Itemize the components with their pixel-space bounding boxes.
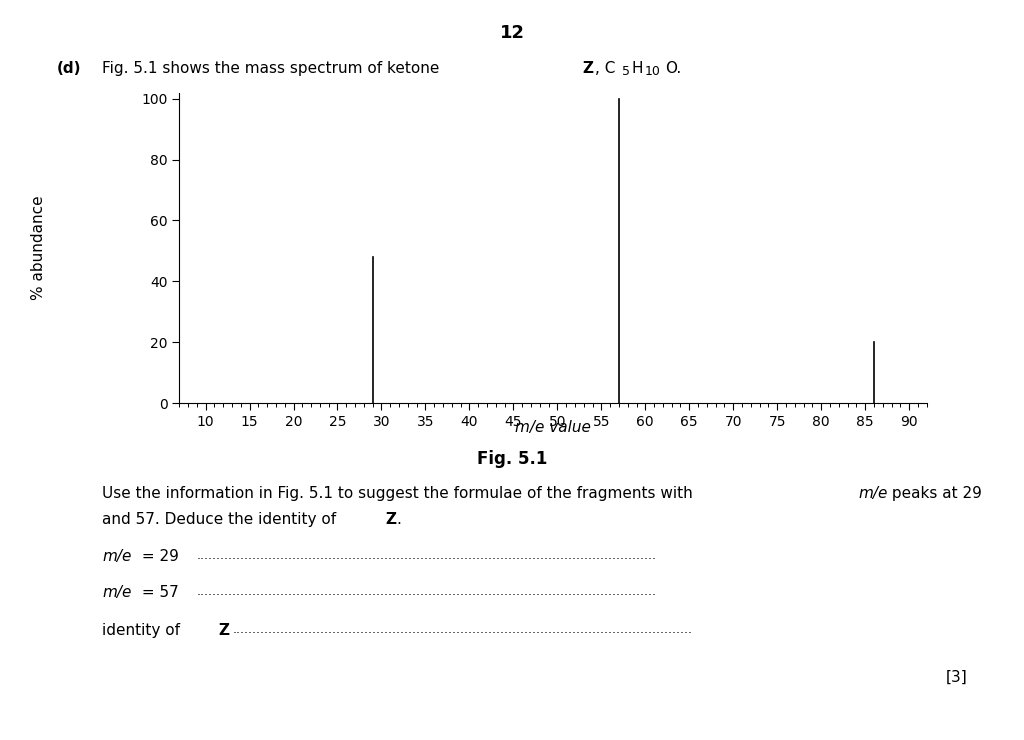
Text: Z: Z xyxy=(218,623,229,638)
Text: 10: 10 xyxy=(645,65,662,78)
Text: [3]: [3] xyxy=(946,670,968,685)
Text: = 57: = 57 xyxy=(137,585,179,599)
Text: m/e: m/e xyxy=(858,486,888,501)
Text: 5: 5 xyxy=(622,65,630,78)
Text: 12: 12 xyxy=(500,24,524,41)
Text: Z: Z xyxy=(583,61,594,75)
Text: H: H xyxy=(632,61,643,75)
Text: O.: O. xyxy=(666,61,682,75)
Text: Fig. 5.1: Fig. 5.1 xyxy=(477,450,547,468)
Text: Z: Z xyxy=(385,512,396,527)
Text: ................................................................................: ........................................… xyxy=(197,549,656,562)
Text: m/e: m/e xyxy=(102,549,132,564)
Text: % abundance: % abundance xyxy=(32,195,46,300)
Text: m/e: m/e xyxy=(102,585,132,599)
Text: , C: , C xyxy=(595,61,615,75)
Text: ................................................................................: ........................................… xyxy=(232,623,692,636)
Text: = 29: = 29 xyxy=(137,549,179,564)
Text: peaks at 29: peaks at 29 xyxy=(887,486,982,501)
Text: (d): (d) xyxy=(56,61,81,75)
Text: .: . xyxy=(396,512,401,527)
Text: Fig. 5.1 shows the mass spectrum of ketone: Fig. 5.1 shows the mass spectrum of keto… xyxy=(102,61,444,75)
Text: identity of: identity of xyxy=(102,623,185,638)
Text: ................................................................................: ........................................… xyxy=(197,585,656,598)
Text: Use the information in Fig. 5.1 to suggest the formulae of the fragments with: Use the information in Fig. 5.1 to sugge… xyxy=(102,486,698,501)
Text: and 57. Deduce the identity of: and 57. Deduce the identity of xyxy=(102,512,341,527)
Text: m/e value: m/e value xyxy=(515,420,591,435)
